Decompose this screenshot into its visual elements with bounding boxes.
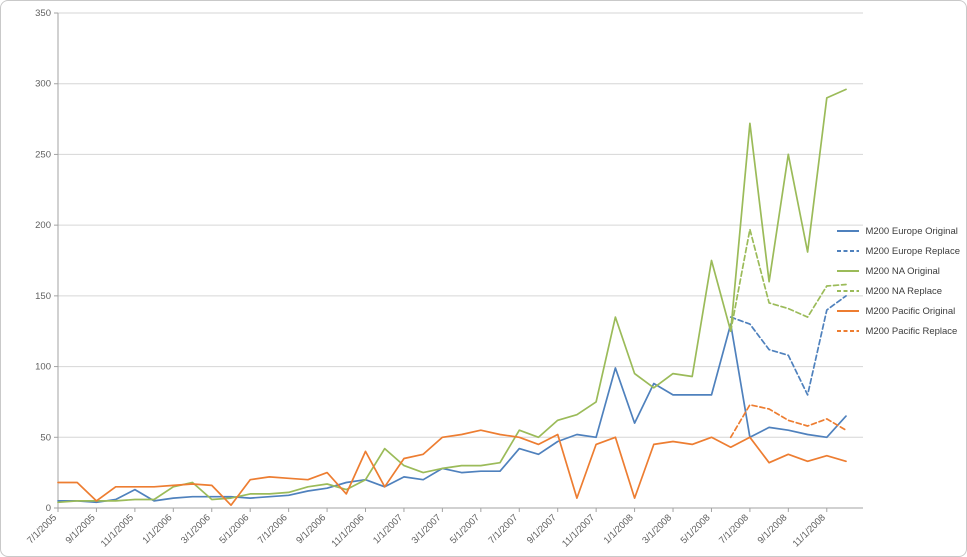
x-tick-label: 7/1/2007 (486, 512, 520, 546)
x-tick-label: 5/1/2008 (679, 512, 713, 546)
series-line-3 (57, 88, 847, 504)
x-tick-label: 3/1/2007 (410, 512, 444, 546)
y-tick-label: 50 (40, 432, 51, 443)
x-tick-label: 9/1/2007 (525, 512, 559, 546)
y-tick-label: 350 (35, 8, 51, 19)
x-tick-label: 3/1/2008 (640, 512, 674, 546)
y-tick-label: 150 (35, 291, 51, 302)
series-line-5 (57, 429, 847, 507)
x-tick-label: 11/1/2006 (329, 512, 366, 549)
series-line-6 (729, 403, 847, 439)
x-tick-label: 5/1/2006 (217, 512, 251, 546)
x-tick-label: 7/1/2005 (25, 512, 59, 546)
x-tick-label: 11/1/2007 (560, 512, 597, 549)
x-tick-label: 1/1/2007 (371, 512, 405, 546)
x-tick-label: 5/1/2007 (448, 512, 482, 546)
x-tick-label: 7/1/2008 (717, 512, 751, 546)
y-tick-label: 250 (35, 149, 51, 160)
series-line-2 (729, 295, 847, 396)
x-tick-label: 7/1/2006 (256, 512, 290, 546)
x-tick-label: 3/1/2006 (179, 512, 213, 546)
x-tick-label: 11/1/2005 (99, 512, 136, 549)
y-tick-label: 0 (46, 503, 51, 514)
x-tick-label: 11/1/2008 (791, 512, 828, 549)
x-tick-label: 1/1/2008 (602, 512, 636, 546)
y-tick-label: 300 (35, 79, 51, 90)
x-tick-label: 9/1/2006 (294, 512, 328, 546)
x-tick-label: 1/1/2006 (141, 512, 175, 546)
series-line-1 (57, 323, 847, 504)
y-tick-label: 200 (35, 220, 51, 231)
x-tick-label: 9/1/2008 (756, 512, 790, 546)
y-tick-label: 100 (35, 362, 51, 373)
x-tick-label: 9/1/2005 (64, 512, 98, 546)
series-line-4 (729, 228, 847, 333)
